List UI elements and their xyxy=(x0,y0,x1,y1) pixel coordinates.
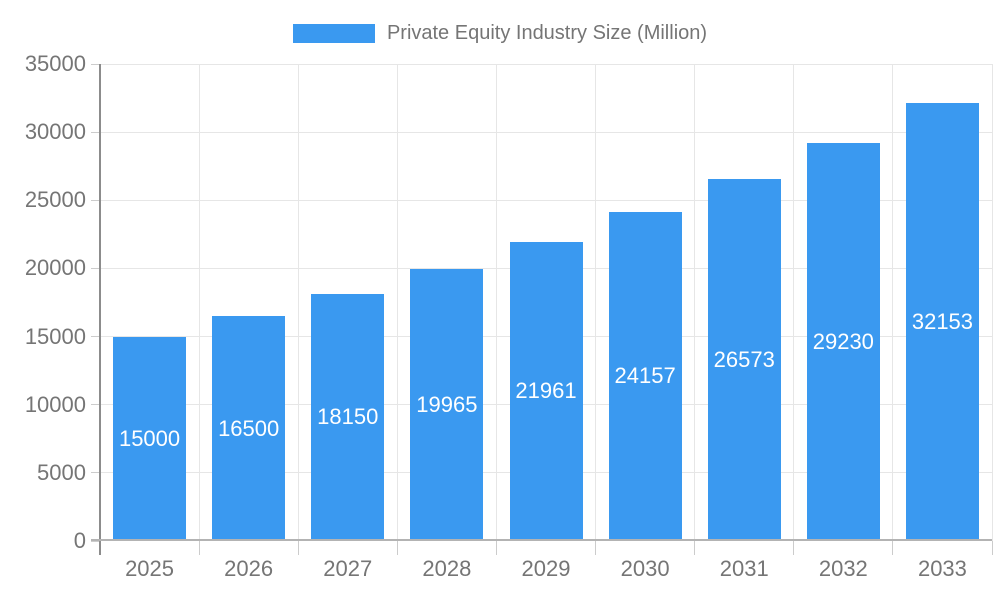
y-axis-line xyxy=(99,64,101,555)
y-axis-tick xyxy=(91,267,100,269)
vertical-gridline xyxy=(198,64,200,541)
y-tick-label: 30000 xyxy=(24,119,86,145)
y-axis-tick xyxy=(91,472,100,474)
bar: 15000 xyxy=(113,336,187,541)
y-tick-label: 35000 xyxy=(24,51,86,76)
vertical-gridline xyxy=(991,64,993,541)
bar-value-label: 24157 xyxy=(614,363,676,389)
x-axis-tick xyxy=(396,541,398,555)
bar: 24157 xyxy=(608,211,682,541)
y-axis-tick xyxy=(91,540,100,542)
legend-title: Private Equity Industry Size (Million) xyxy=(386,22,708,44)
x-axis-tick xyxy=(991,541,993,555)
y-axis-tick xyxy=(91,336,100,338)
bar-value-label: 16500 xyxy=(218,415,280,441)
horizontal-gridline xyxy=(100,131,992,133)
bar-value-label: 18150 xyxy=(317,404,379,430)
y-tick-label: 5000 xyxy=(37,459,86,485)
bar-value-label: 26573 xyxy=(713,346,775,372)
bar: 16500 xyxy=(212,316,286,541)
bar-value-label: 21961 xyxy=(515,378,577,404)
bar-value-label: 29230 xyxy=(812,328,874,354)
bar: 29230 xyxy=(806,142,880,541)
bar: 26573 xyxy=(707,178,781,541)
x-tick-label: 2025 xyxy=(125,556,175,581)
horizontal-gridline xyxy=(100,199,992,201)
vertical-gridline xyxy=(694,64,696,541)
vertical-gridline xyxy=(793,64,795,541)
vertical-gridline xyxy=(892,64,894,541)
bar: 21961 xyxy=(509,241,583,541)
y-axis-tick xyxy=(91,199,100,201)
bar: 18150 xyxy=(311,293,385,541)
legend[interactable]: Private Equity Industry Size (Million) xyxy=(0,14,1000,52)
vertical-gridline xyxy=(595,64,597,541)
x-axis-line xyxy=(91,539,992,541)
vertical-gridline xyxy=(396,64,398,541)
y-axis-tick xyxy=(91,63,100,65)
x-tick-label: 2031 xyxy=(719,556,769,581)
horizontal-gridline xyxy=(100,63,992,65)
x-tick-label: 2030 xyxy=(620,556,670,581)
y-tick-label: 25000 xyxy=(24,187,86,213)
x-axis-tick xyxy=(694,541,696,555)
y-tick-label: 0 xyxy=(73,528,86,553)
plot-area: 0 5000 10000 15000 20000 25000 30000 35000 15000… xyxy=(25,53,993,580)
x-axis-tick xyxy=(793,541,795,555)
x-axis-tick xyxy=(297,541,299,555)
vertical-gridline xyxy=(297,64,299,541)
x-axis-tick xyxy=(495,541,497,555)
x-tick-label: 2028 xyxy=(422,556,472,581)
x-axis-tick xyxy=(892,541,894,555)
y-tick-label: 15000 xyxy=(24,323,86,349)
x-tick-label: 2029 xyxy=(521,556,571,581)
bar: 32153 xyxy=(905,102,979,541)
bar-value-label: 32153 xyxy=(911,308,974,334)
vertical-gridline xyxy=(495,64,497,541)
y-tick-label: 20000 xyxy=(24,255,86,281)
x-axis-tick xyxy=(595,541,597,555)
y-axis-tick xyxy=(91,404,100,406)
x-tick-label: 2026 xyxy=(224,556,274,581)
bar-value-label: 19965 xyxy=(416,391,478,417)
x-axis-tick xyxy=(198,541,200,555)
x-tick-label: 2033 xyxy=(917,556,967,581)
legend-swatch[interactable] xyxy=(292,23,375,43)
y-tick-label: 10000 xyxy=(24,391,86,417)
bar-value-label: 15000 xyxy=(118,425,181,451)
x-tick-label: 2027 xyxy=(323,556,373,581)
x-tick-label: 2032 xyxy=(818,556,868,581)
bar: 19965 xyxy=(410,268,484,541)
y-axis-tick xyxy=(91,131,100,133)
